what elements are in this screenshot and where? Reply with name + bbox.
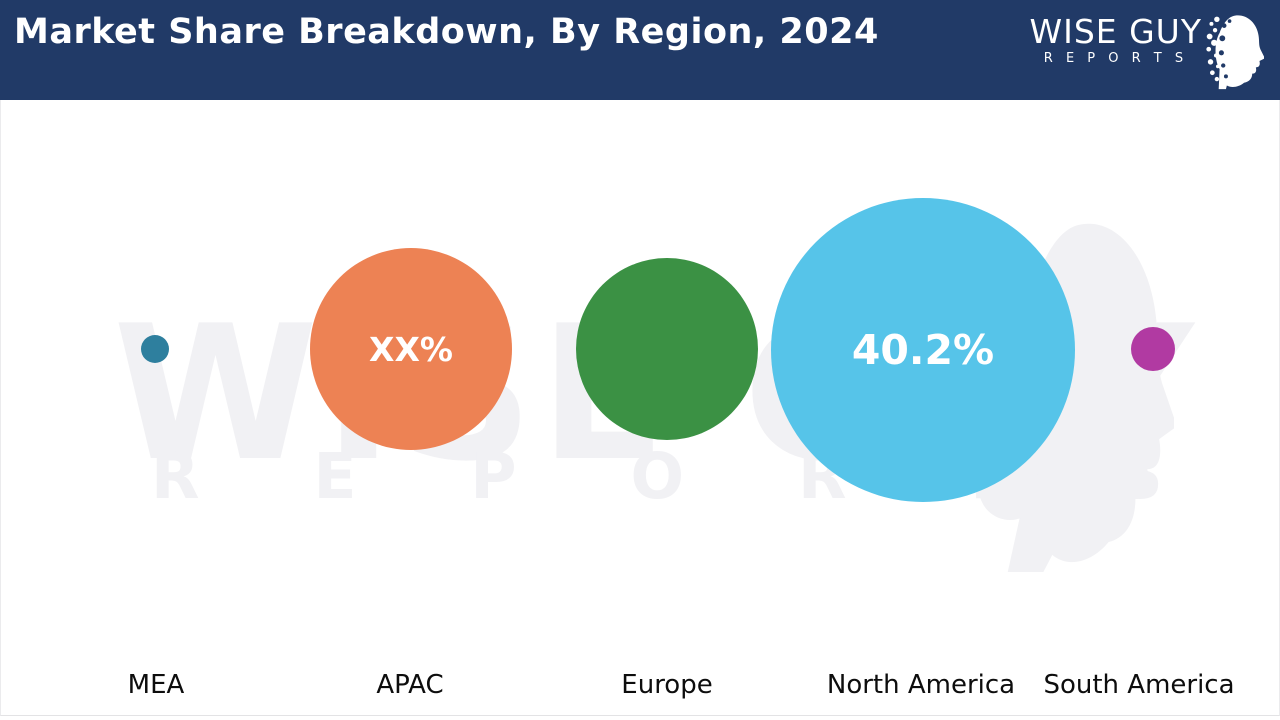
bubble-mea xyxy=(141,335,169,363)
logo-subtext: R E P O R T S xyxy=(1043,51,1188,66)
category-label-apac: APAC xyxy=(376,670,444,700)
header: Market Share Breakdown, By Region, 2024 … xyxy=(0,0,1280,100)
page-title: Market Share Breakdown, By Region, 2024 xyxy=(14,12,879,52)
brand-logo: WISE GUY R E P O R T S xyxy=(1029,14,1264,90)
bubble-value-apac: XX% xyxy=(369,329,453,369)
bubble-south-america xyxy=(1131,327,1175,371)
bubble-apac: XX% xyxy=(310,248,512,450)
category-label-north-america: North America xyxy=(826,670,1016,700)
category-label-europe: Europe xyxy=(621,670,713,700)
watermark-dot xyxy=(1027,502,1069,544)
category-label-south-america: South America xyxy=(1043,670,1235,700)
logo-wordmark: WISE GUY xyxy=(1029,12,1202,51)
bubble-north-america: 40.2% xyxy=(771,198,1075,502)
logo-face-icon xyxy=(1206,15,1264,90)
category-label-mea: MEA xyxy=(127,670,185,700)
bubble-chart: WISE GUY R E P O R T S XX%40.2% MEAAPACE… xyxy=(0,100,1280,716)
bubble-value-north-america: 40.2% xyxy=(851,326,995,374)
brand-logo-text: WISE GUY R E P O R T S xyxy=(1029,12,1202,67)
bubble-europe xyxy=(576,258,758,440)
